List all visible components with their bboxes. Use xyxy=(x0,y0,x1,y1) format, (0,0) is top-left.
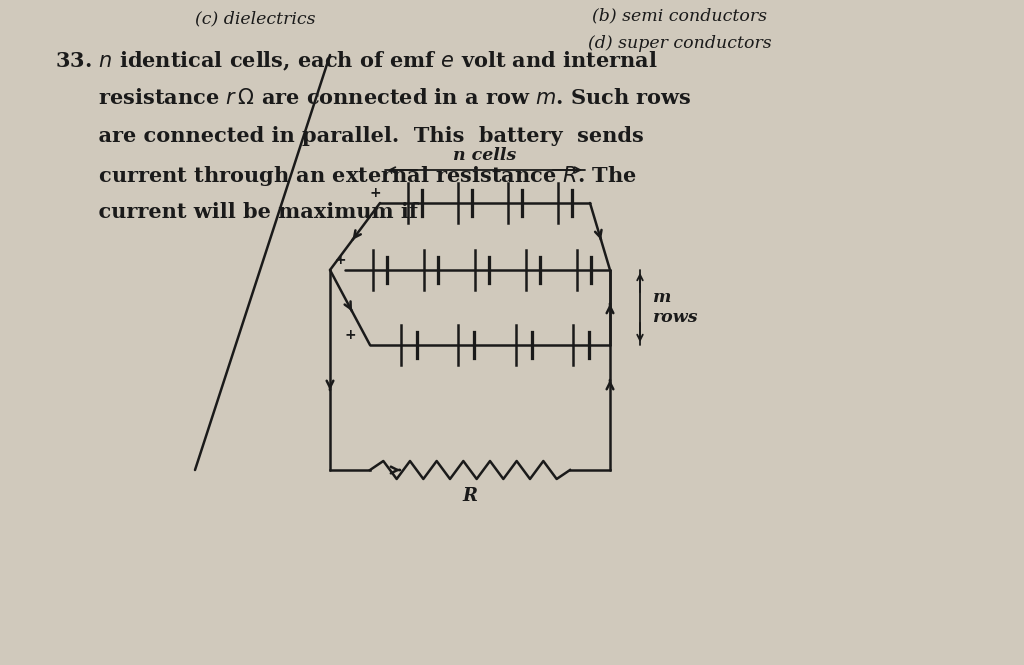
Text: 33. $n$ identical cells, each of emf $e$ volt and internal: 33. $n$ identical cells, each of emf $e$… xyxy=(55,50,657,73)
Text: are connected in parallel.  This  battery  sends: are connected in parallel. This battery … xyxy=(55,126,644,146)
Text: current through an external resistance $R$. The: current through an external resistance $… xyxy=(55,164,637,188)
Text: (b) semi conductors: (b) semi conductors xyxy=(593,7,768,24)
Text: (d) super conductors: (d) super conductors xyxy=(588,35,772,52)
Text: current will be maximum if: current will be maximum if xyxy=(55,202,418,222)
Text: n cells: n cells xyxy=(454,147,517,164)
Text: (c) dielectrics: (c) dielectrics xyxy=(195,10,315,27)
Text: R: R xyxy=(463,487,477,505)
Text: +: + xyxy=(370,186,381,200)
Text: +: + xyxy=(334,253,346,267)
Text: +: + xyxy=(344,328,355,342)
Text: resistance $r\,\Omega$ are connected in a row $m$. Such rows: resistance $r\,\Omega$ are connected in … xyxy=(55,88,691,108)
Text: m
rows: m rows xyxy=(652,289,697,326)
